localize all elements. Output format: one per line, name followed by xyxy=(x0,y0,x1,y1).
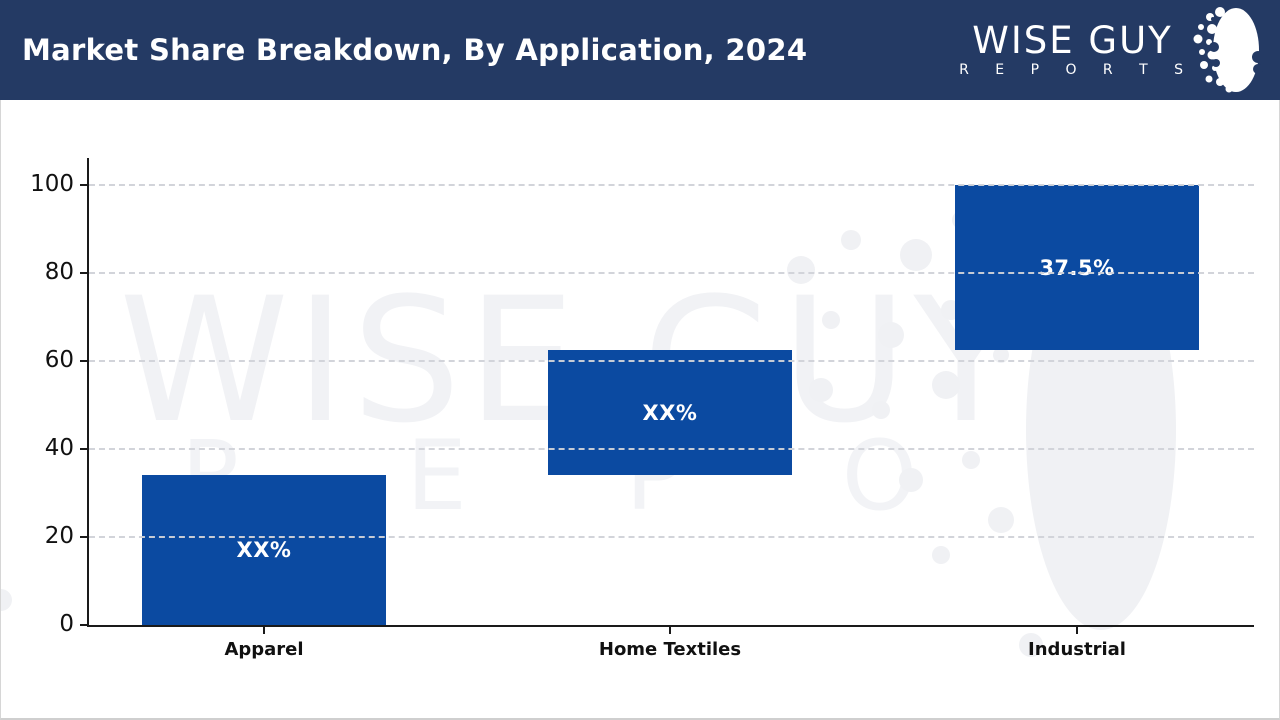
gridline xyxy=(89,360,1254,362)
gridline xyxy=(89,536,1254,538)
bar-value-label: 37.5% xyxy=(1039,255,1115,280)
y-tick-label: 0 xyxy=(59,611,74,637)
x-tick-mark xyxy=(669,627,671,634)
y-tick-label: 100 xyxy=(30,171,74,197)
x-category-label: Apparel xyxy=(224,639,304,660)
brand-logo-text: WISE GUY R E P O R T S xyxy=(951,19,1194,78)
y-tick-mark xyxy=(80,184,88,186)
bar-home-textiles: XX% xyxy=(548,350,792,476)
y-tick-label: 40 xyxy=(44,435,74,461)
bar-value-label: XX% xyxy=(642,400,698,425)
chart-title: Market Share Breakdown, By Application, … xyxy=(22,33,808,67)
dotted-head-logo-icon xyxy=(1193,7,1264,93)
y-tick-label: 80 xyxy=(44,259,74,285)
brand-logo: WISE GUY R E P O R T S xyxy=(951,5,1280,95)
y-tick-label: 20 xyxy=(44,523,74,549)
y-tick-mark xyxy=(80,272,88,274)
gridline xyxy=(89,184,1254,186)
x-category-label: Home Textiles xyxy=(598,639,742,660)
gridline xyxy=(89,272,1254,274)
y-axis-spine xyxy=(87,158,89,627)
brand-name: WISE GUY xyxy=(972,19,1173,63)
x-category-label: Industrial xyxy=(1028,639,1126,660)
y-tick-mark xyxy=(80,624,88,626)
y-tick-mark xyxy=(80,360,88,362)
y-tick-label: 60 xyxy=(44,347,74,373)
bar-value-label: XX% xyxy=(236,538,292,563)
gridline xyxy=(89,448,1254,450)
bar-industrial: 37.5% xyxy=(955,185,1199,350)
header-banner: Market Share Breakdown, By Application, … xyxy=(0,0,1280,100)
plot-area: 0 20 40 60 80 100 XX% XX% 37.5% Apparel Home Texti… xyxy=(0,100,1280,720)
x-tick-mark xyxy=(1076,627,1078,634)
brand-subname: R E P O R T S xyxy=(959,61,1194,78)
bar-apparel: XX% xyxy=(142,475,386,625)
x-tick-mark xyxy=(263,627,265,634)
y-tick-mark xyxy=(80,536,88,538)
y-tick-mark xyxy=(80,448,88,450)
x-axis-spine xyxy=(87,625,1254,627)
